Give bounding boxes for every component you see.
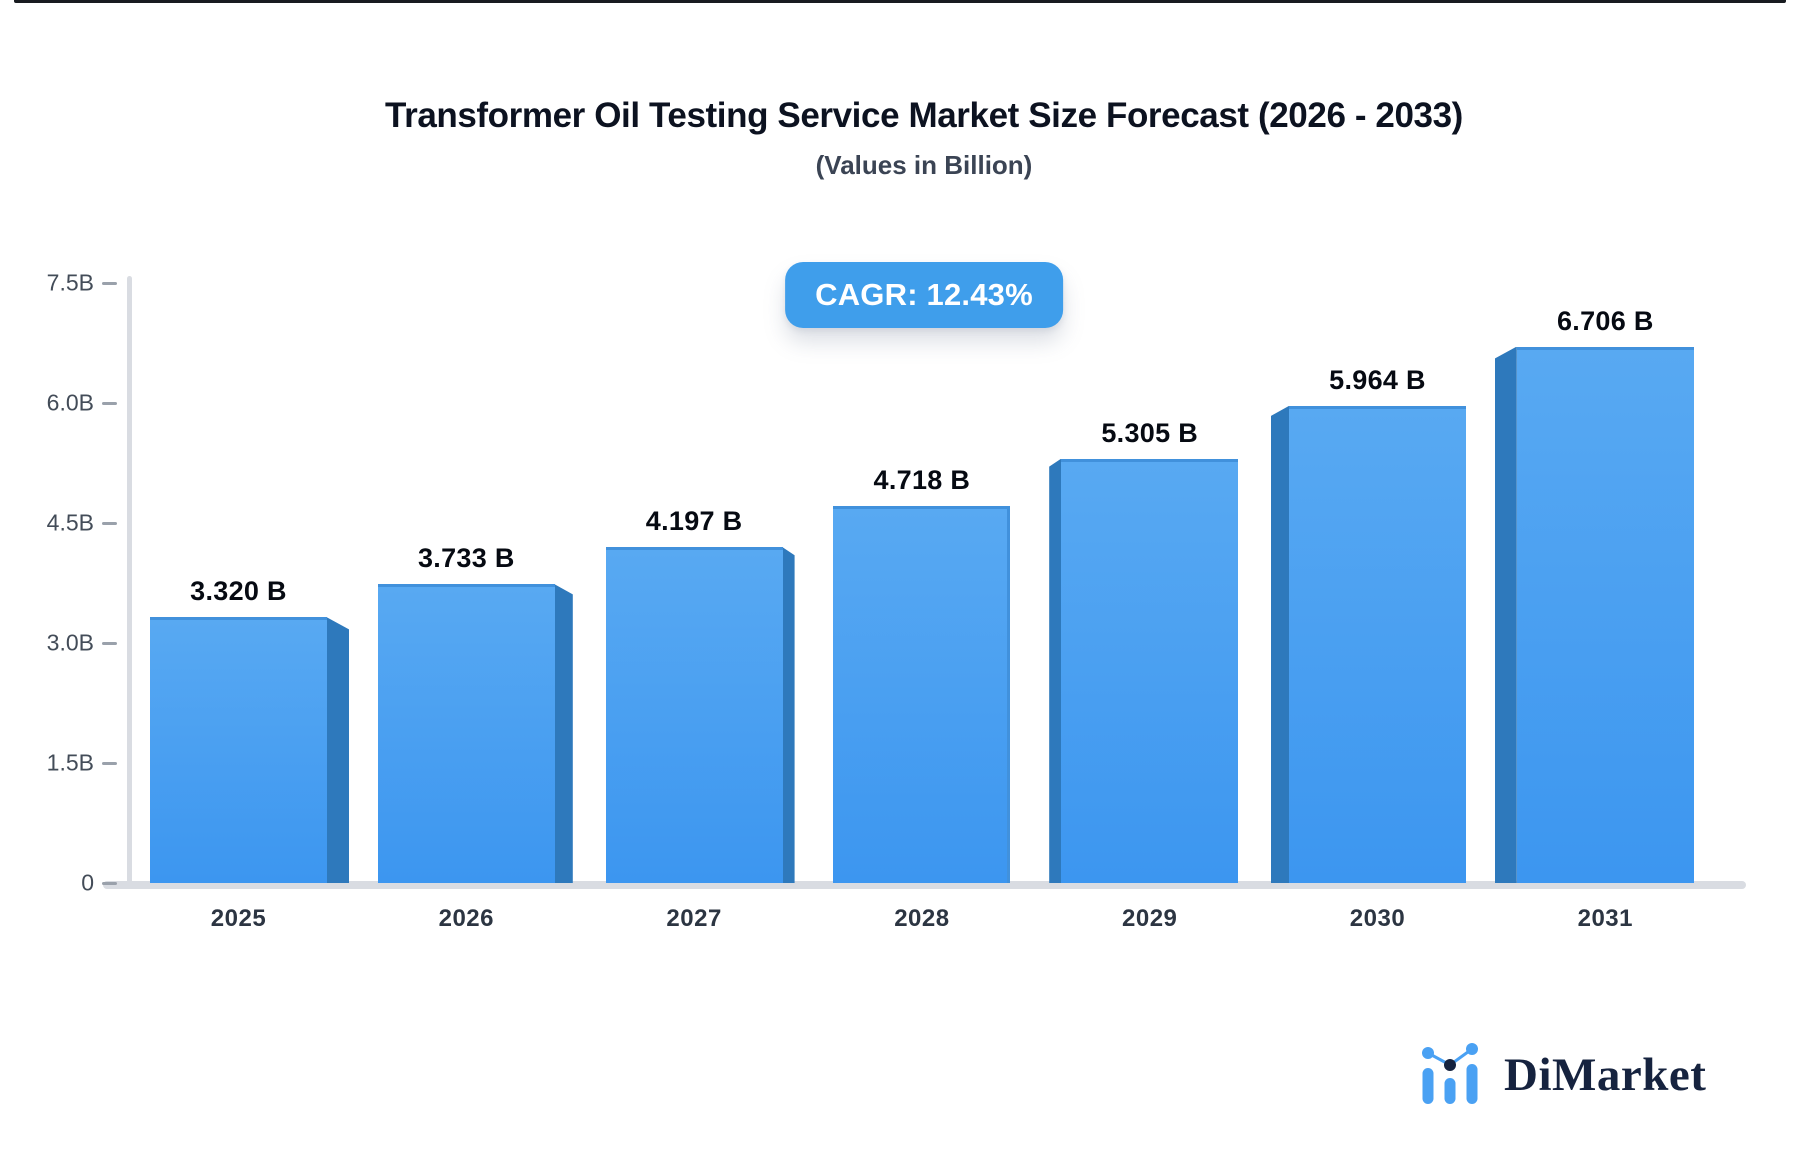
- bar-2027[interactable]: [605, 547, 783, 883]
- bar-value-label: 5.964 B: [1329, 364, 1426, 395]
- y-tick-dash: [102, 401, 117, 405]
- dimarket-logo[interactable]: DiMarket: [1418, 1038, 1706, 1112]
- bar-3d-side: [782, 547, 795, 883]
- bar-3d-side: [1494, 346, 1517, 883]
- logo-wordmark: DiMarket: [1504, 1049, 1707, 1101]
- x-axis-label-2025: 2025: [210, 905, 267, 932]
- bar-value-label: 4.197 B: [645, 506, 743, 537]
- bar-3d-side: [1271, 405, 1289, 883]
- bar-value-label: 3.733 B: [417, 543, 515, 574]
- bar-3d-side: [327, 617, 349, 883]
- y-tick-label: 1.5B: [46, 749, 94, 776]
- bar-3d-side: [1049, 458, 1062, 883]
- bar-2028[interactable]: [833, 505, 1011, 883]
- x-axis-baseline: [103, 881, 1746, 889]
- bar-2030[interactable]: [1289, 405, 1466, 883]
- chart-title: Transformer Oil Testing Service Market S…: [385, 96, 1463, 135]
- bar-value-label: 4.718 B: [873, 464, 971, 495]
- y-tick-dash: [102, 641, 117, 645]
- y-tick-label: 6.0B: [46, 389, 94, 416]
- bar-value-label: 3.320 B: [190, 576, 287, 607]
- y-tick-label: 3.0B: [46, 629, 94, 656]
- bar-2026[interactable]: [377, 584, 555, 883]
- bar-3d-side: [554, 584, 573, 883]
- x-axis-label-2030: 2030: [1349, 905, 1406, 932]
- bar-value-label: 6.706 B: [1556, 305, 1654, 336]
- bar-value-label: 5.305 B: [1101, 417, 1199, 448]
- bar-2031[interactable]: [1516, 346, 1694, 883]
- y-tick-label: 4.5B: [46, 509, 94, 536]
- cagr-badge: CAGR: 12.43%: [785, 262, 1063, 328]
- bar-2025[interactable]: [150, 617, 327, 883]
- x-axis-label-2026: 2026: [438, 905, 494, 932]
- x-axis-label-2029: 2029: [1121, 905, 1178, 932]
- chart-subtitle: (Values in Billion): [815, 150, 1033, 180]
- x-axis-label-2027: 2027: [666, 905, 722, 932]
- card-top-border: [14, 0, 1786, 3]
- y-tick-dash: [102, 881, 117, 885]
- y-tick-label: 7.5B: [46, 269, 94, 296]
- x-axis-label-2031: 2031: [1577, 905, 1633, 932]
- y-tick-dash: [102, 521, 117, 525]
- bar-2029[interactable]: [1061, 458, 1239, 883]
- bar-chart-logo-icon: [1422, 1043, 1478, 1104]
- x-axis-label-2028: 2028: [894, 905, 950, 932]
- y-tick-dash: [102, 761, 117, 765]
- y-axis-line: [127, 276, 132, 885]
- y-tick-dash: [102, 281, 117, 285]
- y-tick-label: 0: [81, 869, 94, 896]
